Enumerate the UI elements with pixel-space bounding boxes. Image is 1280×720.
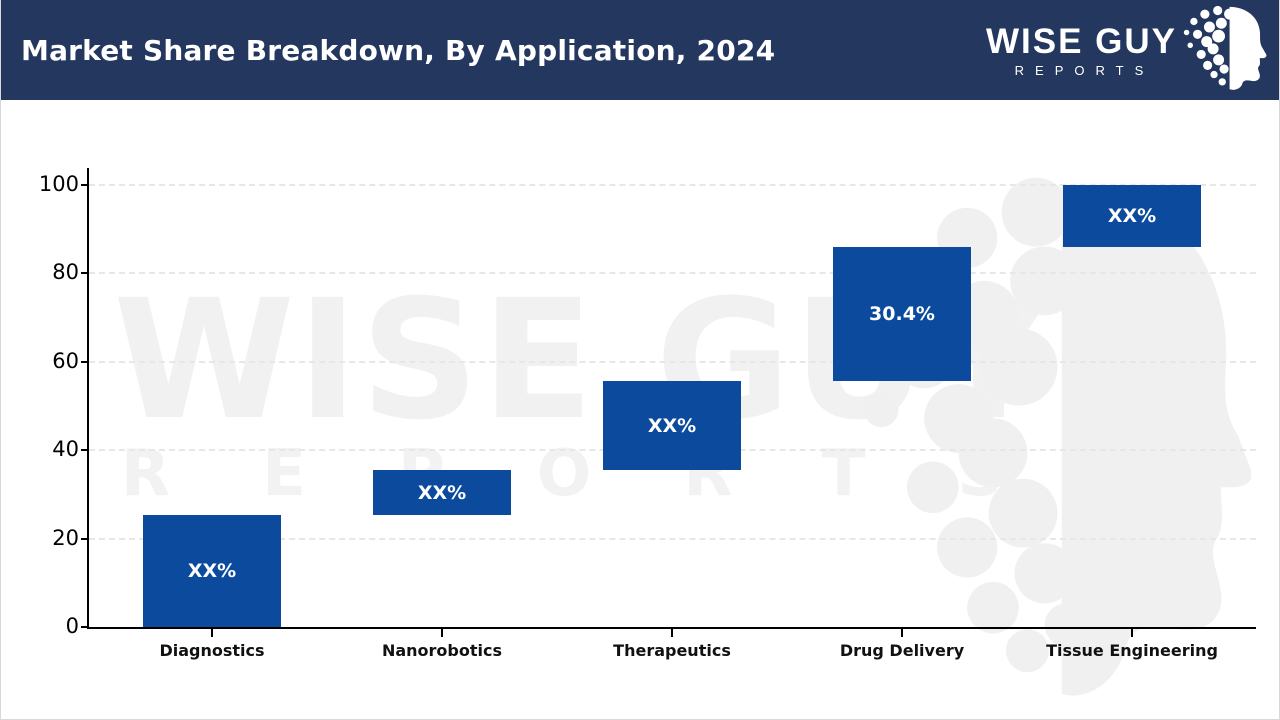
y-axis-line — [87, 168, 89, 629]
bar-value-label: XX% — [417, 481, 467, 504]
x-axis-tick — [1131, 629, 1133, 637]
bar-value-label: 30.4% — [869, 303, 935, 326]
x-axis-label-therapeutics: Therapeutics — [613, 641, 731, 660]
y-tick-label: 100 — [38, 172, 79, 196]
x-axis-label-diagnostics: Diagnostics — [159, 641, 265, 660]
y-tick-label: 40 — [52, 437, 79, 462]
y-axis-tick — [81, 449, 89, 452]
y-tick-label: 0 — [65, 614, 79, 638]
bar-value-label: XX% — [187, 560, 237, 583]
bar-tissue-engineering: XX% — [1063, 185, 1201, 247]
gridline — [89, 360, 1256, 363]
logo-text: WISE GUY REPORTS — [986, 24, 1177, 77]
wise-guy-reports-logo: WISE GUY REPORTS — [986, 5, 1271, 95]
logo-subtitle: REPORTS — [1014, 62, 1155, 78]
y-tick-label: 60 — [52, 348, 79, 373]
x-axis-tick — [901, 629, 903, 637]
x-axis-tick — [211, 629, 213, 637]
face-profile-icon — [1179, 5, 1271, 95]
y-axis-tick — [81, 272, 89, 275]
bar-therapeutics: XX% — [603, 381, 741, 471]
y-axis-tick — [81, 360, 89, 363]
x-axis-tick — [441, 629, 443, 637]
gridline — [89, 184, 1256, 186]
bar-value-label: XX% — [647, 414, 697, 437]
page-title: Market Share Breakdown, By Application, … — [21, 33, 776, 67]
y-axis-tick — [81, 184, 89, 186]
x-axis-label-nanorobotics: Nanorobotics — [381, 641, 503, 660]
gridline — [89, 272, 1256, 275]
header-band: Market Share Breakdown, By Application, … — [1, 0, 1279, 100]
x-axis-label-drug-delivery: Drug Delivery — [839, 641, 965, 660]
watermark-subtitle: REPORTS — [121, 437, 1096, 511]
bar-drug-delivery: 30.4% — [833, 246, 971, 382]
x-axis-label-tissue-engineering: Tissue Engineering — [1046, 641, 1218, 660]
gridline — [89, 537, 1256, 540]
bar-nanorobotics: XX% — [373, 470, 511, 516]
x-axis-tick — [671, 629, 673, 637]
y-tick-label: 20 — [52, 525, 79, 550]
bar-diagnostics: XX% — [143, 515, 281, 627]
logo-wordmark: WISE GUY — [985, 21, 1177, 61]
y-axis-tick — [81, 626, 89, 628]
bar-value-label: XX% — [1107, 204, 1157, 227]
y-tick-label: 80 — [52, 260, 79, 285]
x-axis-line — [87, 627, 1256, 629]
y-axis-tick — [81, 537, 89, 540]
